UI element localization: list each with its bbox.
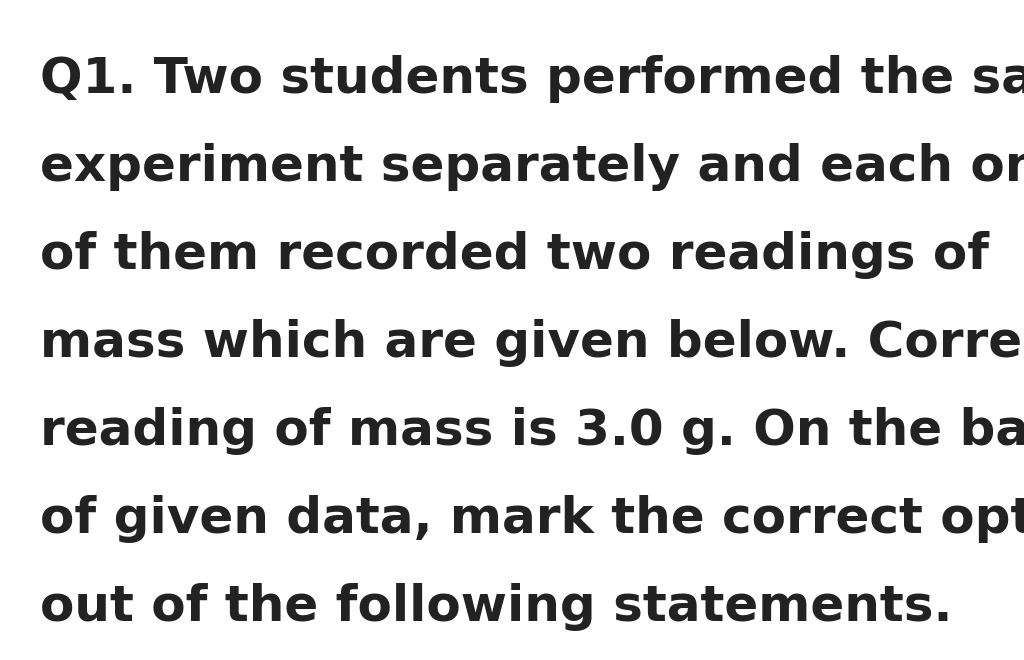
Text: mass which are given below. Correct: mass which are given below. Correct xyxy=(40,319,1024,367)
Text: reading of mass is 3.0 g. On the basis: reading of mass is 3.0 g. On the basis xyxy=(40,407,1024,455)
Text: of given data, mark the correct option: of given data, mark the correct option xyxy=(40,495,1024,543)
Text: Q1. Two students performed the same: Q1. Two students performed the same xyxy=(40,55,1024,103)
Text: of them recorded two readings of: of them recorded two readings of xyxy=(40,231,989,279)
Text: out of the following statements.: out of the following statements. xyxy=(40,583,952,631)
Text: experiment separately and each one: experiment separately and each one xyxy=(40,143,1024,191)
